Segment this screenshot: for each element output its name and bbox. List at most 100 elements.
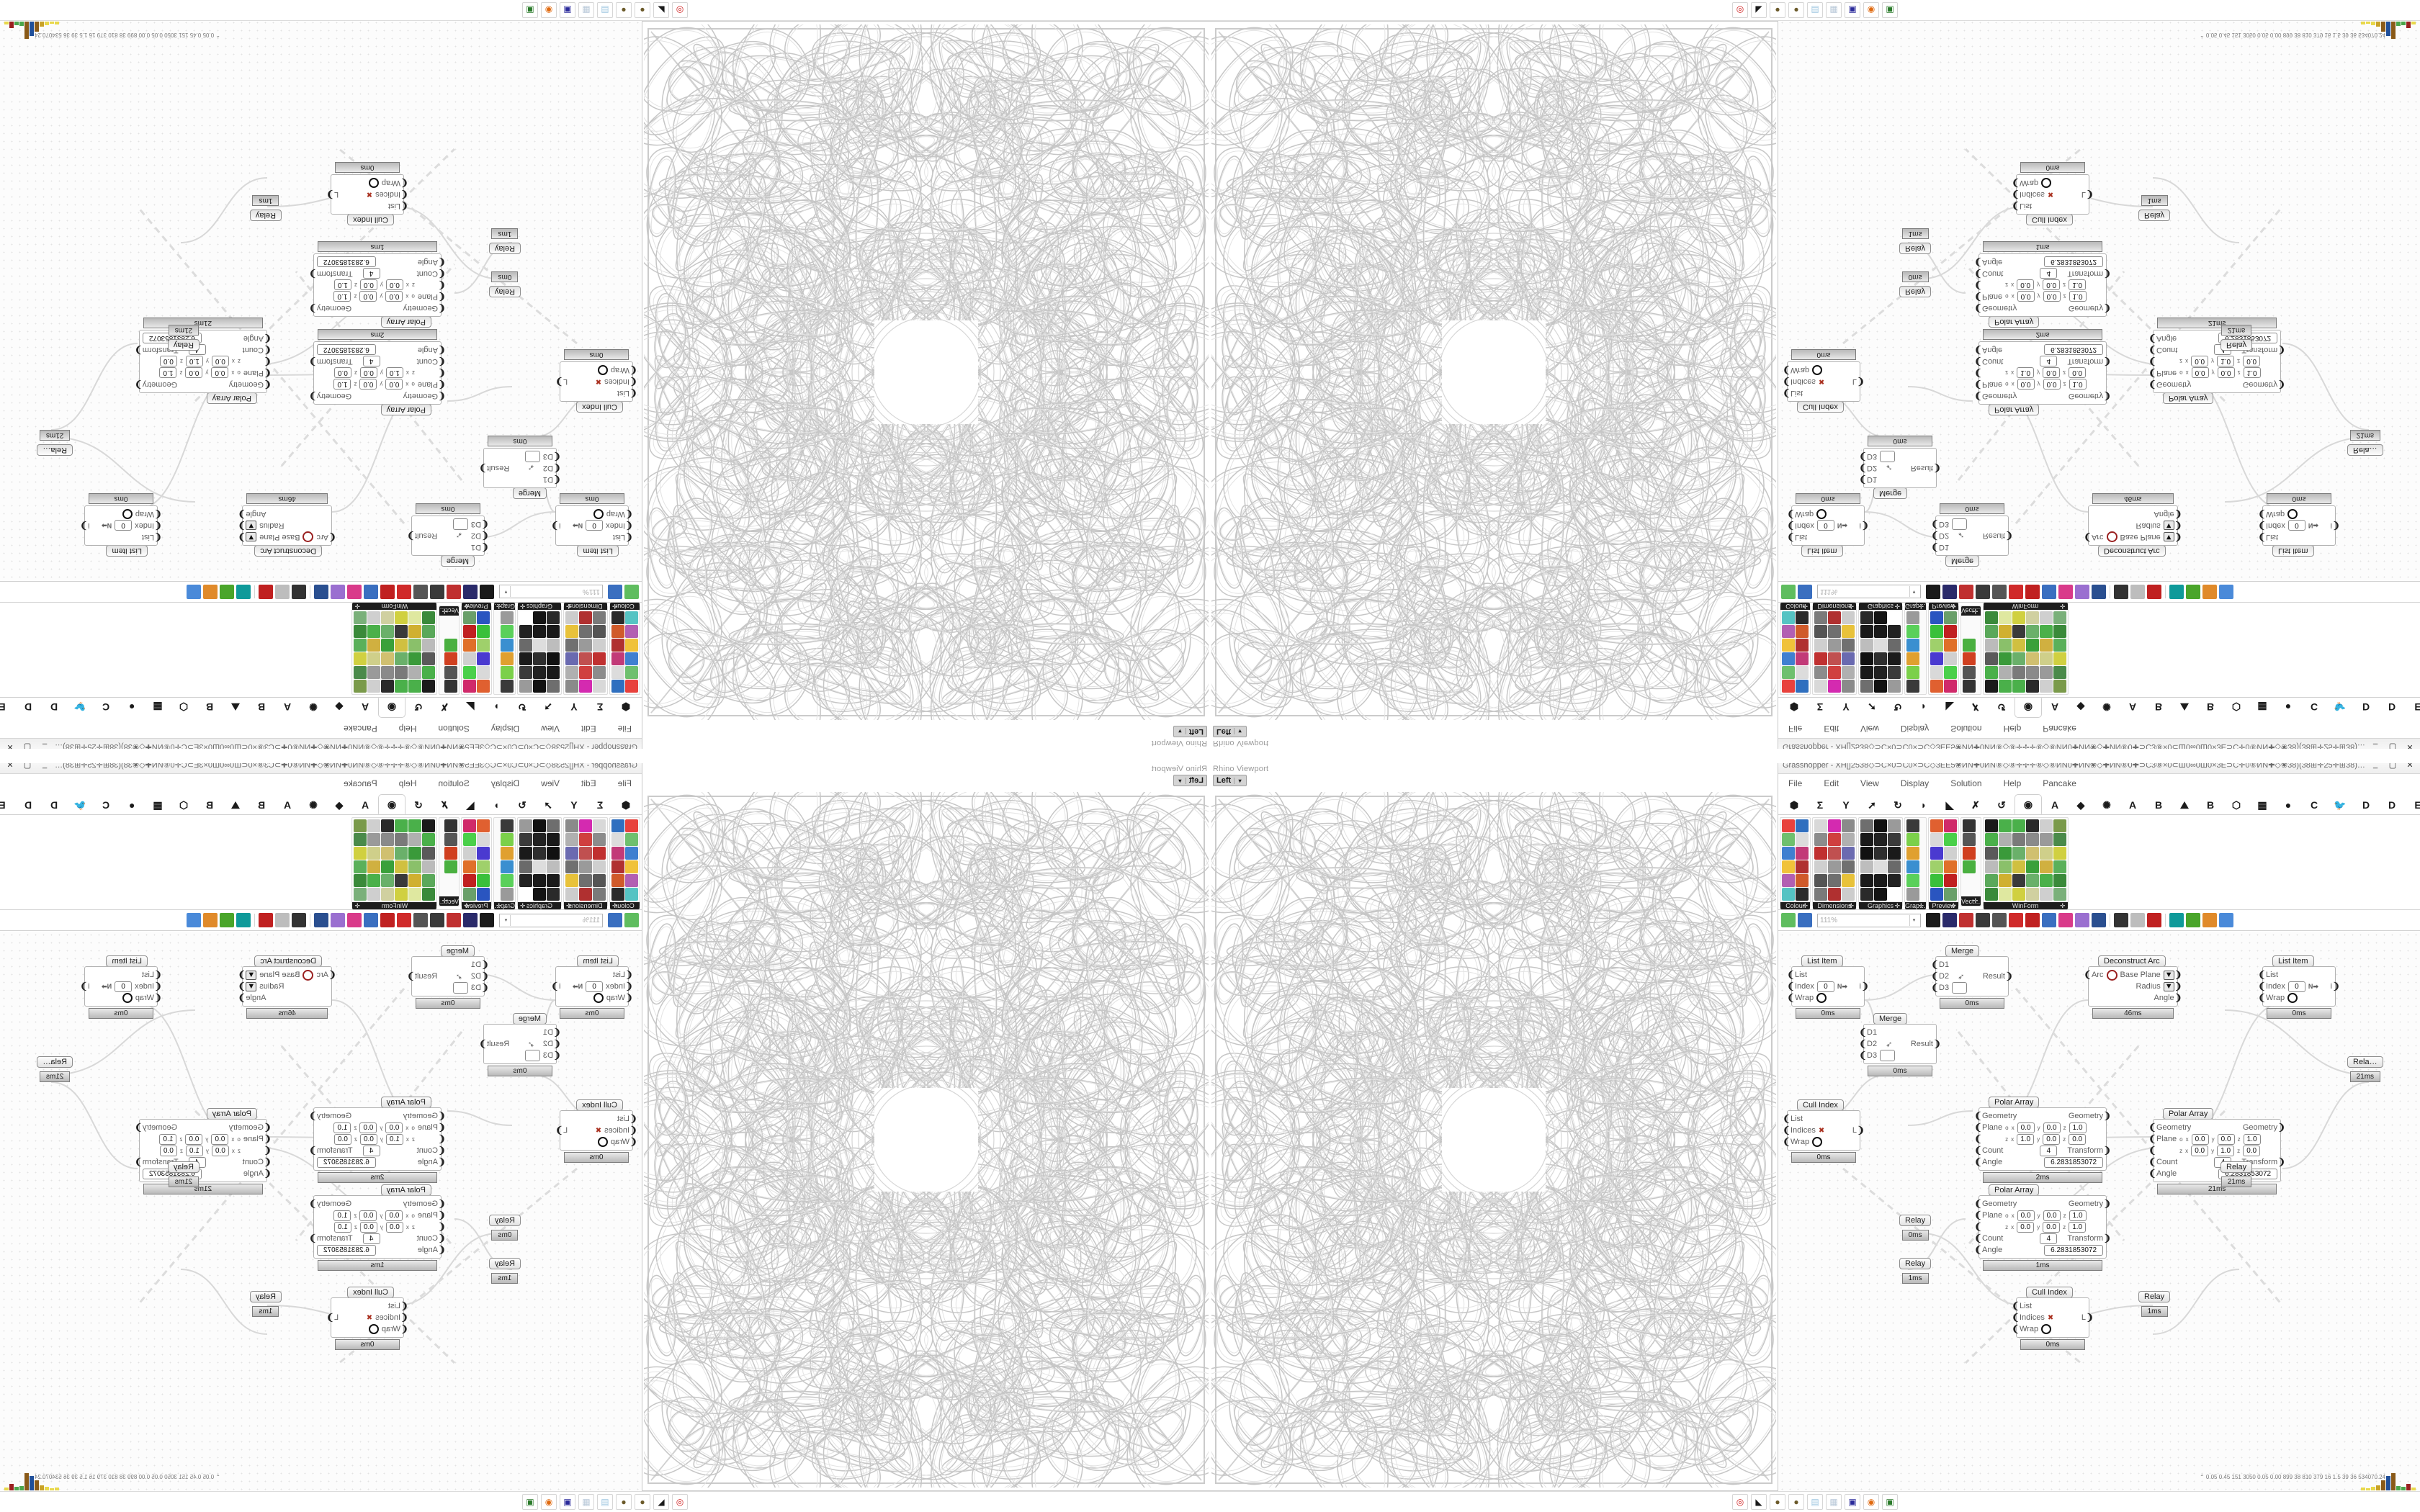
component-icon[interactable] [533, 874, 546, 887]
plane-oy-input[interactable]: 0.0 [2217, 1133, 2235, 1145]
gha-assembly-button[interactable] [2009, 585, 2023, 599]
plane-zx-input[interactable]: 0.0 [2017, 279, 2035, 291]
component-icon[interactable] [1984, 847, 1998, 860]
component-icon[interactable] [1906, 833, 1919, 846]
component-relay-4[interactable]: Relay 1ms [2138, 1290, 2171, 1317]
component-icon[interactable] [1998, 639, 2012, 652]
component-title[interactable]: Polar Array [380, 1097, 431, 1108]
component-icon[interactable] [381, 611, 395, 624]
chevron-down-icon[interactable]: ▾ [1176, 728, 1186, 734]
component-icon[interactable] [408, 874, 422, 887]
addon-d-tab[interactable]: D [41, 698, 67, 716]
component-icon[interactable] [2053, 652, 2066, 665]
component-title[interactable]: Relay [488, 286, 521, 297]
component-icon[interactable] [593, 847, 606, 860]
panel-expand-icon[interactable]: ✛ [520, 603, 526, 611]
plane-zx-input[interactable]: 1.0 [2017, 1133, 2035, 1145]
component-icon[interactable] [395, 833, 408, 846]
at-button[interactable] [1992, 913, 2007, 927]
component-icon[interactable] [444, 819, 457, 832]
params-tab[interactable]: ⬢ [1781, 698, 1807, 716]
component-icon[interactable] [1930, 874, 1944, 887]
param-grip[interactable]: ❨ [2148, 1156, 2156, 1167]
sets-tab[interactable]: Y [1833, 796, 1859, 814]
component-icon[interactable] [611, 666, 624, 679]
param-grip[interactable]: ❨ [1974, 1122, 1982, 1133]
component-icon[interactable] [611, 874, 624, 887]
component-polar-array-2[interactable]: Polar Array ❨ Geometry Geometry ❩ ❨ Plane o x 0.0… [2148, 318, 2285, 405]
index-input[interactable]: 0 [586, 981, 604, 992]
addon-bird-tab[interactable]: 🐦 [67, 796, 93, 814]
output-grip[interactable]: ❩ [308, 1110, 317, 1121]
output-grip[interactable]: ❩ [2277, 345, 2286, 356]
component-icon[interactable] [1888, 860, 1901, 873]
gha-assembly-button[interactable] [2009, 913, 2023, 927]
component-icon[interactable] [579, 833, 592, 846]
display-tab[interactable]: ◉ [378, 794, 405, 814]
component-icon[interactable] [1930, 666, 1944, 679]
taskbar-firefox-icon[interactable]: ◉ [1863, 2, 1879, 18]
component-body[interactable]: ❨GeometryGeometry❩❨Planeox0.0y0.0z1.0❨Pl… [135, 1119, 272, 1182]
taskbar-grasshopper-icon[interactable]: ◣ [1751, 1494, 1767, 1510]
param-grip[interactable]: ❨ [1859, 474, 1867, 485]
param-grip[interactable]: ❨ [438, 1210, 446, 1220]
chevron-down-icon[interactable]: ▾ [1234, 728, 1244, 734]
plane-zz-input[interactable]: 0.0 [2069, 367, 2087, 379]
component-icon[interactable] [2053, 666, 2066, 679]
angle-input[interactable]: 6.2831853072 [2044, 256, 2104, 268]
component-icon[interactable] [444, 833, 457, 846]
component-icon[interactable] [1796, 652, 1809, 665]
vector-tab[interactable]: ➚ [535, 698, 561, 716]
component-body[interactable]: ❨GeometryGeometry❩❨Planeox0.0y0.0z1.0❨Pl… [309, 1195, 446, 1259]
component-icon[interactable] [1874, 625, 1887, 638]
component-icon[interactable] [1842, 666, 1855, 679]
component-icon[interactable] [579, 819, 592, 832]
d3-input[interactable] [452, 982, 468, 994]
addon-a2-tab[interactable]: A [274, 698, 300, 716]
component-body[interactable]: ❨ List ❨ Index 0 N➡ i ❩ ❨ Wrap [80, 505, 162, 546]
plane-ox-input[interactable]: 0.0 [385, 291, 403, 302]
component-icon[interactable] [1944, 874, 1958, 887]
addon-mtn-tab[interactable]: ⛰ [2172, 796, 2197, 814]
index-input[interactable]: 0 [2287, 520, 2305, 531]
addon-e-tab[interactable]: E [0, 796, 15, 814]
d3-input[interactable] [1880, 1050, 1896, 1061]
component-icon[interactable] [1828, 639, 1841, 652]
component-icon[interactable] [1842, 680, 1855, 693]
panel-expand-icon[interactable]: ✛ [463, 603, 470, 611]
component-icon[interactable] [1814, 652, 1827, 665]
param-grip[interactable]: ❨ [154, 981, 162, 991]
param-grip[interactable]: ❨ [2148, 1145, 2156, 1156]
component-title[interactable]: Polar Array [2163, 1108, 2214, 1120]
component-icon[interactable] [422, 888, 436, 901]
component-icon[interactable] [2025, 888, 2039, 901]
sketch-button[interactable] [447, 913, 461, 927]
param-grip[interactable]: ❨ [154, 532, 162, 543]
sketch-button[interactable] [1959, 913, 1973, 927]
taskbar-document-icon[interactable]: ▦ [578, 2, 594, 18]
component-merge-2[interactable]: Merge ❨ D1 ❨ D2 ➶ Result ❩ ❨ D3 0ms [1859, 1012, 1941, 1076]
taskbar-terminal-icon[interactable]: ▣ [1882, 1494, 1898, 1510]
component-cull-index-1[interactable]: Cull Index ❨ List ❨ Indices ✖ L ❩ ❨ Wrap 0ms [555, 1098, 637, 1163]
menu-item-solution[interactable]: Solution [1950, 778, 1982, 788]
component-icon[interactable] [1888, 611, 1901, 624]
component-icon[interactable] [1828, 847, 1841, 860]
output-grip[interactable]: ❩ [479, 463, 487, 474]
component-icon[interactable] [611, 860, 624, 873]
plane-ox-input[interactable]: 0.0 [211, 367, 229, 379]
menu-item-help[interactable]: Help [2003, 778, 2022, 788]
capsule-button[interactable] [1976, 585, 1990, 599]
component-title[interactable]: Relay [1899, 1258, 1932, 1269]
taskbar-terminal-icon[interactable]: ▣ [522, 1494, 538, 1510]
component-icon[interactable] [2025, 625, 2039, 638]
component-icon[interactable] [367, 625, 381, 638]
component-title[interactable]: Polar Array [380, 1184, 431, 1196]
plane-zy-input[interactable]: 0.0 [359, 1221, 377, 1233]
param-grip[interactable]: ❨ [629, 388, 637, 399]
component-icon[interactable] [1814, 833, 1827, 846]
component-icon[interactable] [2025, 874, 2039, 887]
plane-oy-input[interactable]: 0.0 [359, 1122, 377, 1133]
component-icon[interactable] [547, 833, 560, 846]
component-title[interactable]: Cull Index [347, 214, 394, 225]
component-icon[interactable] [625, 847, 638, 860]
